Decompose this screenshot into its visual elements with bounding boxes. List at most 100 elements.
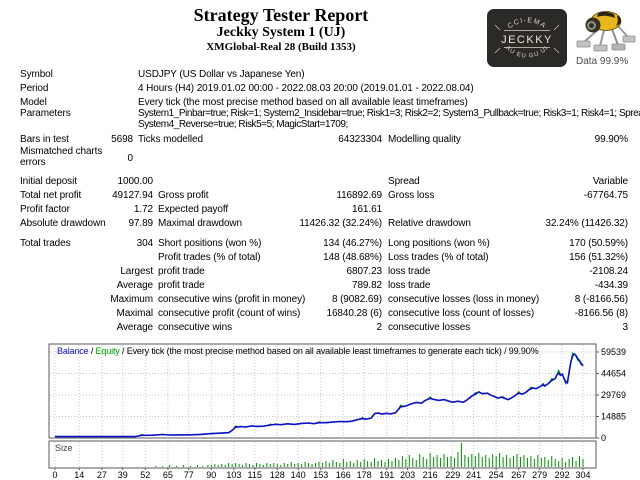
row-value: 134 (46.27%) bbox=[323, 238, 382, 249]
row-label: Profit trades (% of total) bbox=[158, 252, 261, 263]
x-axis-label: 140 bbox=[291, 470, 306, 480]
equity-spike bbox=[516, 390, 522, 395]
row-value: 3 bbox=[622, 322, 629, 333]
row-value: 32.24% (11426.32) bbox=[545, 218, 628, 229]
badge-center-text: JECKKY bbox=[501, 34, 553, 46]
x-axis-label: 153 bbox=[313, 470, 328, 480]
x-axis-label: 0 bbox=[52, 470, 57, 480]
size-panel-frame bbox=[48, 440, 597, 469]
row-value: 4 Hours (H4) 2019.01.02 00:00 - 2022.08.… bbox=[138, 83, 474, 94]
row-label: consecutive loss (count of losses) bbox=[388, 308, 535, 319]
equity-spike bbox=[578, 359, 584, 367]
row-value: 16840.28 (6) bbox=[326, 308, 382, 319]
row-value: 64323304 bbox=[338, 134, 382, 145]
x-axis-label: 103 bbox=[226, 470, 241, 480]
row-label: consecutive profit (count of wins) bbox=[158, 308, 301, 319]
equity-spike bbox=[397, 404, 404, 410]
y-axis-label: 59539 bbox=[601, 347, 626, 357]
row-value: USDJPY (US Dollar vs Japanese Yen) bbox=[138, 69, 305, 80]
row-value: 170 (50.59%) bbox=[569, 238, 628, 249]
equity-spike bbox=[472, 392, 478, 396]
main-chart-frame bbox=[48, 343, 597, 439]
row-value: 116892.69 bbox=[336, 190, 382, 201]
row-label: Bars in test bbox=[20, 134, 69, 145]
row-value: 5698 bbox=[111, 134, 133, 145]
equity-spike bbox=[569, 352, 576, 366]
x-axis-label: 128 bbox=[270, 470, 285, 480]
equity-spike bbox=[267, 423, 273, 426]
row-value: -8166.56 (8) bbox=[574, 308, 628, 319]
row-value: Average bbox=[116, 322, 153, 333]
row-label: profit trade bbox=[158, 280, 205, 291]
legend-balance-label: Balance bbox=[57, 346, 89, 356]
row-label: loss trade bbox=[388, 280, 431, 291]
report-server-line: XMGlobal-Real 28 (Build 1353) bbox=[206, 41, 356, 53]
x-axis-label: 115 bbox=[248, 470, 262, 480]
row-label: Spread bbox=[388, 176, 420, 187]
row-value: Variable bbox=[592, 176, 628, 187]
row-value: 8 (-8166.56) bbox=[574, 294, 628, 305]
row-value: Maximal bbox=[116, 308, 153, 319]
row-label: Model bbox=[20, 97, 47, 108]
x-axis-label: 241 bbox=[466, 470, 481, 480]
row-value: 148 (48.68%) bbox=[323, 252, 382, 263]
row-value: -67764.75 bbox=[583, 190, 628, 201]
equity-spike bbox=[562, 376, 569, 385]
x-axis-label: 267 bbox=[511, 470, 526, 480]
row-label: consecutive losses bbox=[388, 322, 471, 333]
equity-spike bbox=[548, 377, 555, 383]
row-label: Total trades bbox=[20, 238, 71, 249]
equity-spike bbox=[528, 386, 534, 391]
row-label: Profit factor bbox=[20, 204, 70, 215]
row-label: Modelling quality bbox=[388, 134, 461, 145]
title-block: Strategy Tester Report Jeckky System 1 (… bbox=[0, 5, 562, 54]
x-axis-label: 90 bbox=[206, 470, 216, 480]
row-label: Long positions (won %) bbox=[388, 238, 490, 249]
row-label: Initial deposit bbox=[20, 176, 77, 187]
row-label: Gross profit bbox=[158, 190, 209, 201]
row-label: Parameters bbox=[20, 108, 71, 119]
equity-spike bbox=[574, 354, 581, 363]
x-axis-label: 191 bbox=[379, 470, 394, 480]
equity-spike bbox=[540, 382, 546, 387]
data-quality-caption: Data 99.9% bbox=[576, 56, 629, 67]
x-axis-label: 52 bbox=[140, 470, 150, 480]
legend-separator: / bbox=[501, 346, 509, 356]
jeckky-badge: CCI-EMA JECKKY AU EU GU UI bbox=[487, 9, 567, 67]
row-label: Mismatched charts errors bbox=[20, 146, 103, 168]
legend-separator: / bbox=[119, 346, 127, 356]
row-value: 304 bbox=[136, 238, 153, 249]
row-value: Every tick (the most precise method base… bbox=[138, 97, 468, 108]
row-value: -2108.24 bbox=[589, 266, 628, 277]
x-axis-label: 166 bbox=[336, 470, 351, 480]
y-axis-label: 14885 bbox=[601, 411, 626, 421]
row-value: Average bbox=[116, 280, 153, 291]
row-value: Largest bbox=[120, 266, 153, 277]
x-axis-label: 14 bbox=[74, 470, 84, 480]
row-value: 156 (51.32%) bbox=[569, 252, 628, 263]
legend-description: Every tick (the most precise method base… bbox=[126, 346, 502, 356]
row-label: Expected payoff bbox=[158, 204, 229, 215]
equity-spike bbox=[316, 421, 322, 424]
row-label: loss trade bbox=[388, 266, 431, 277]
row-label: Relative drawdown bbox=[388, 218, 471, 229]
x-axis-label: 304 bbox=[575, 470, 590, 480]
row-value: 97.89 bbox=[128, 218, 153, 229]
equity-spike bbox=[500, 396, 506, 400]
row-label: Ticks modelled bbox=[138, 134, 203, 145]
equity-line bbox=[55, 353, 584, 438]
x-axis-label: 39 bbox=[118, 470, 128, 480]
report-title: Strategy Tester Report bbox=[193, 5, 369, 25]
row-label: Absolute drawdown bbox=[20, 218, 106, 229]
row-label: Symbol bbox=[20, 69, 53, 80]
row-label: consecutive wins (profit in money) bbox=[158, 294, 306, 305]
row-value: 789.82 bbox=[352, 280, 382, 291]
row-value: Maximum bbox=[110, 294, 153, 305]
row-label: consecutive losses (loss in money) bbox=[388, 294, 540, 305]
row-value: 49127.94 bbox=[112, 190, 153, 201]
row-value: 11426.32 (32.24%) bbox=[299, 218, 382, 229]
row-value: 161.61 bbox=[352, 204, 382, 215]
y-axis-label: 0 bbox=[601, 433, 606, 443]
row-value: -434.39 bbox=[594, 280, 628, 291]
